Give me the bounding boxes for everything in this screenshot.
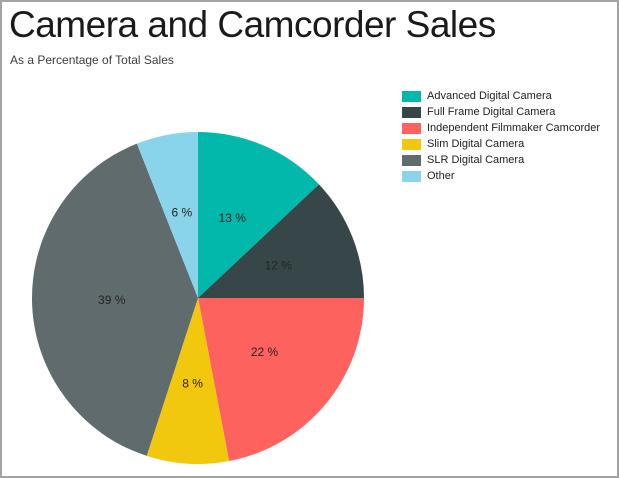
pie-slice-label: 22 % [251, 345, 279, 359]
pie-slice-label: 13 % [219, 211, 247, 225]
pie-slice-slr-digital-camera[interactable] [31, 143, 199, 456]
page-subtitle: As a Percentage of Total Sales [10, 53, 174, 67]
pie-slice-label: 8 % [182, 376, 203, 390]
legend: Advanced Digital Camera Full Frame Digita… [402, 91, 600, 187]
pie-slice-label: 6 % [171, 205, 192, 219]
pie-slice-label: 12 % [265, 258, 293, 272]
pie-slice-slim-digital-camera[interactable] [146, 298, 230, 465]
legend-swatch-icon [402, 155, 421, 166]
legend-label: Slim Digital Camera [427, 138, 525, 150]
legend-item-slim-digital-camera[interactable]: Slim Digital Camera [402, 139, 600, 150]
legend-label: Full Frame Digital Camera [427, 106, 556, 118]
pie-slice-full-frame-digital-camera[interactable] [198, 184, 364, 298]
legend-swatch-icon [402, 107, 421, 118]
legend-label: Advanced Digital Camera [427, 90, 552, 102]
pie-slice-advanced-digital-camera[interactable] [198, 132, 320, 298]
legend-item-slr-digital-camera[interactable]: SLR Digital Camera [402, 155, 600, 166]
legend-item-full-frame-digital-camera[interactable]: Full Frame Digital Camera [402, 107, 600, 118]
legend-label: Other [427, 170, 455, 182]
legend-label: Independent Filmmaker Camcorder [427, 122, 601, 134]
legend-swatch-icon [402, 171, 421, 182]
legend-item-independent-filmmaker-camcorder[interactable]: Independent Filmmaker Camcorder [402, 123, 600, 134]
pie-slice-other[interactable] [136, 132, 198, 298]
legend-swatch-icon [402, 123, 421, 134]
pie-chart: 13 % 12 % 22 % 8 % 39 % 6 % [31, 132, 364, 465]
page-title: Camera and Camcorder Sales [9, 4, 496, 45]
legend-swatch-icon [402, 139, 421, 150]
legend-item-advanced-digital-camera[interactable]: Advanced Digital Camera [402, 91, 600, 102]
pie-slice-independent-filmmaker-camcorder[interactable] [198, 298, 364, 462]
legend-item-other[interactable]: Other [402, 171, 600, 182]
pie-slice-label: 39 % [98, 293, 126, 307]
legend-swatch-icon [402, 91, 421, 102]
legend-label: SLR Digital Camera [427, 154, 525, 166]
